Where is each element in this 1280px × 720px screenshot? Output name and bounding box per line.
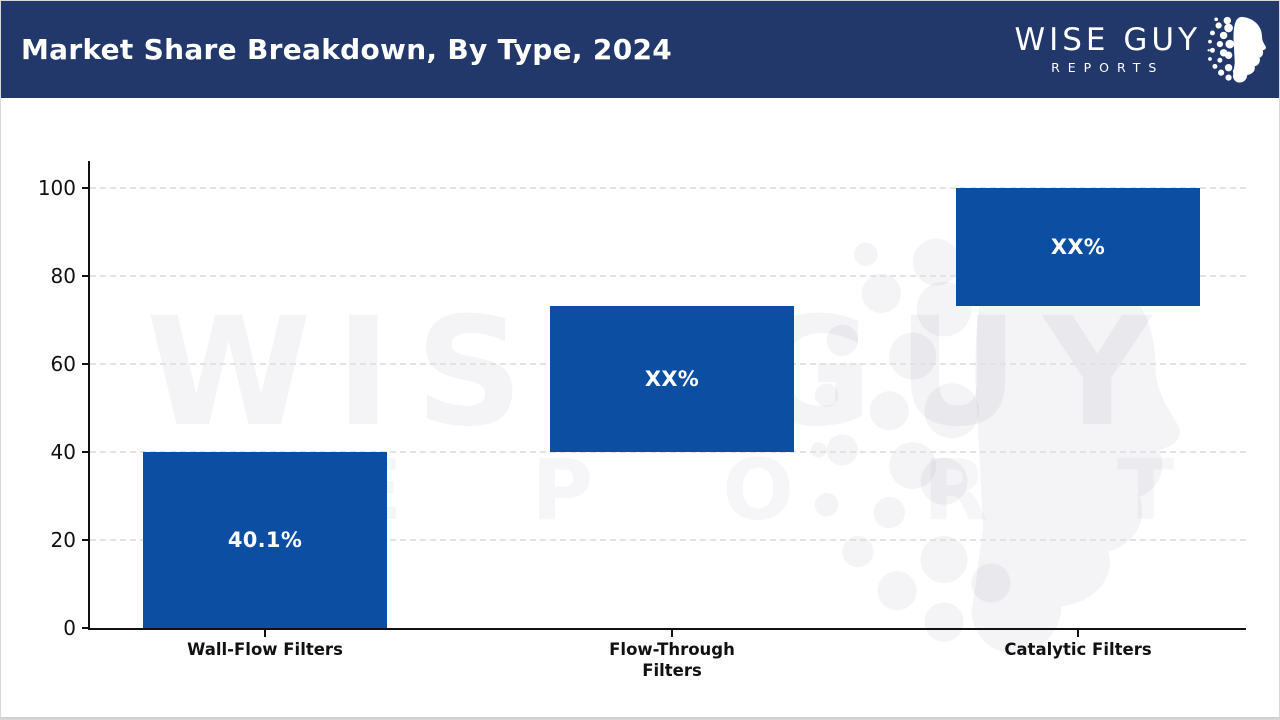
y-axis-line bbox=[88, 161, 90, 630]
bottom-border-line bbox=[1, 717, 1279, 719]
y-tick-label-100: 100 bbox=[37, 176, 76, 200]
x-tick-mark-3 bbox=[1077, 630, 1079, 637]
gridline-100 bbox=[90, 187, 1246, 189]
bar-3: XX% bbox=[956, 188, 1200, 306]
y-tick-mark-60 bbox=[82, 363, 88, 365]
y-tick-label-20: 20 bbox=[50, 528, 76, 552]
bar-2: XX% bbox=[550, 305, 794, 452]
wise-guy-reports-logo: WISE GUY REPORTS bbox=[1014, 10, 1267, 90]
x-tick-mark-2 bbox=[671, 630, 673, 637]
x-axis-line bbox=[88, 628, 1246, 630]
logo-text: WISE GUY REPORTS bbox=[1014, 21, 1201, 75]
y-tick-mark-100 bbox=[82, 187, 88, 189]
y-tick-label-60: 60 bbox=[50, 352, 76, 376]
y-tick-mark-0 bbox=[82, 627, 88, 629]
x-tick-mark-1 bbox=[264, 630, 266, 637]
logo-head-icon bbox=[1205, 10, 1267, 90]
bar-value-label-2: XX% bbox=[644, 366, 700, 391]
page-title: Market Share Breakdown, By Type, 2024 bbox=[21, 33, 673, 66]
bar-value-label-1: 40.1% bbox=[227, 527, 303, 552]
category-label-1: Wall-Flow Filters bbox=[187, 640, 343, 659]
logo-wordmark: WISE GUY bbox=[1014, 21, 1201, 58]
category-label-3: Catalytic Filters bbox=[1004, 640, 1152, 659]
logo-subtitle: REPORTS bbox=[1051, 59, 1165, 75]
gridline-40 bbox=[90, 451, 1246, 453]
gridline-20 bbox=[90, 539, 1246, 541]
category-label-2: Flow-Through Filters bbox=[609, 640, 735, 680]
y-tick-label-40: 40 bbox=[50, 440, 76, 464]
y-tick-label-0: 0 bbox=[63, 616, 76, 640]
gridline-80 bbox=[90, 275, 1246, 277]
y-tick-mark-20 bbox=[82, 539, 88, 541]
bar-1: 40.1% bbox=[143, 451, 387, 628]
header-banner: Market Share Breakdown, By Type, 2024 WI… bbox=[1, 1, 1279, 98]
y-tick-mark-80 bbox=[82, 275, 88, 277]
y-tick-label-80: 80 bbox=[50, 264, 76, 288]
y-tick-mark-40 bbox=[82, 451, 88, 453]
bar-value-label-3: XX% bbox=[1050, 234, 1106, 259]
